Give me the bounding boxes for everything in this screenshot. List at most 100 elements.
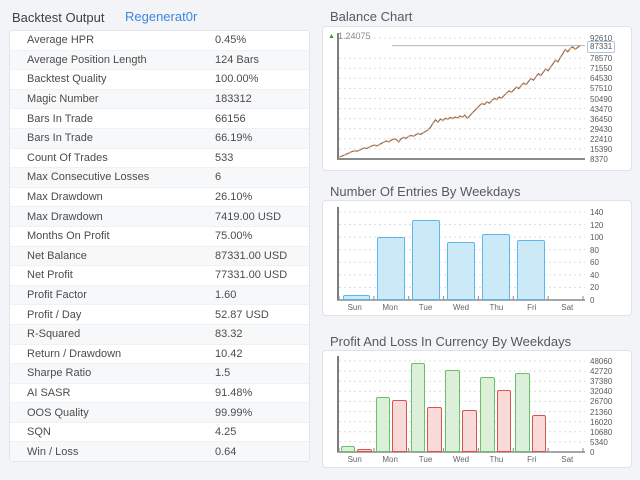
bar-sun-loss <box>357 448 372 452</box>
row-value: 66.19% <box>215 132 253 145</box>
x-axis-label: Mon <box>382 303 398 312</box>
row-label: AI SASR <box>27 386 71 399</box>
table-row: Months On Profit 75.00% <box>10 226 309 247</box>
indicator-value: 1.24075 <box>337 31 371 41</box>
bar-fri-profit <box>515 372 530 452</box>
row-value: 0.45% <box>215 34 247 47</box>
x-axis-label: Tue <box>418 455 433 464</box>
y-axis-label: 50490 <box>590 94 613 104</box>
table-row: Backtest Quality 100.00% <box>10 70 309 90</box>
up-triangle-icon: ▲ <box>328 32 335 40</box>
y-axis-label: 36450 <box>590 114 613 124</box>
balance-chart-plot <box>337 33 585 162</box>
y-axis-label: 37380 <box>590 377 613 387</box>
bar-mon-profit <box>375 396 391 452</box>
row-label: Bars In Trade <box>27 132 94 145</box>
y-axis-label: 140 <box>590 208 604 217</box>
y-axis-label: 80 <box>590 245 599 255</box>
row-label: Max Consecutive Losses <box>27 171 150 184</box>
y-axis-label: 42720 <box>590 367 613 377</box>
row-value: 83.32 <box>215 328 243 341</box>
row-value: 52.87 USD <box>215 308 269 321</box>
row-value: 1.5 <box>215 367 231 380</box>
row-label: Return / Drawdown <box>27 347 122 360</box>
bar-sun <box>342 295 371 300</box>
table-row: SQN 4.25 <box>10 422 309 443</box>
backtest-output-title: Backtest Output <box>12 10 105 25</box>
y-axis-label: 22410 <box>590 134 613 144</box>
y-axis-label: 32040 <box>590 387 613 397</box>
row-label: Bars In Trade <box>27 112 94 125</box>
y-axis-label: 15390 <box>590 144 613 154</box>
y-axis-label: 57510 <box>590 84 613 94</box>
table-row: Profit / Day 52.87 USD <box>10 305 309 325</box>
row-value: 124 Bars <box>215 53 260 66</box>
row-value: 87331.00 USD <box>215 249 288 262</box>
table-row: Count Of Trades 533 <box>10 148 309 169</box>
y-axis-label: 5340 <box>590 437 608 447</box>
y-axis-label: 48060 <box>590 357 613 366</box>
x-axis-label: Tue <box>418 303 433 312</box>
bar-tue <box>412 219 441 300</box>
pnl-chart-plot <box>337 356 585 453</box>
table-row: Max Consecutive Losses 6 <box>10 168 309 188</box>
table-row: Bars In Trade 66156 <box>10 109 309 129</box>
row-value: 99.99% <box>215 406 253 419</box>
row-value: 10.42 <box>215 347 243 360</box>
y-axis-label: 43470 <box>590 104 613 114</box>
row-value: 4.25 <box>215 426 237 439</box>
backtest-table: Average HPR 0.45% Average Position Length 1… <box>9 30 310 462</box>
row-label: Magic Number <box>27 93 99 106</box>
table-row: R-Squared 83.32 <box>10 324 309 345</box>
x-axis-label: Sat <box>561 303 574 312</box>
balance-indicator: ▲ 1.24075 <box>328 31 370 41</box>
x-axis-label: Thu <box>489 303 504 312</box>
y-axis-label: 21360 <box>590 407 613 417</box>
balance-chart-panel: 8370 15390 22410 29430 36450 43470 50490 57510 6… <box>322 26 632 171</box>
pnl-chart-yaxis: 0 5340 10680 16020 21360 26700 32040 37380 42720… <box>586 356 628 457</box>
x-axis-label: Sun <box>347 303 362 312</box>
table-row: AI SASR 91.48% <box>10 383 309 404</box>
row-label: Win / Loss <box>27 445 79 458</box>
bar-wed-profit <box>445 369 460 452</box>
entries-chart-xaxis: Sun Mon Tue Wed Thu Fri Sat <box>337 303 585 313</box>
balance-line-svg <box>337 33 585 160</box>
row-value: 7419.00 USD <box>215 210 282 223</box>
row-value: 183312 <box>215 93 252 106</box>
y-axis-label: 64530 <box>590 74 613 84</box>
bar-sun-profit <box>340 445 356 452</box>
y-axis-label: 16020 <box>590 417 613 427</box>
row-value: 91.48% <box>215 386 253 399</box>
table-row: Average Position Length 124 Bars <box>10 50 309 71</box>
row-label: Max Drawdown <box>27 191 103 204</box>
x-axis-label: Sun <box>347 455 362 464</box>
entries-chart-plot <box>337 207 585 301</box>
strategy-name-link[interactable]: Regenerat0r <box>125 9 198 24</box>
y-axis-label: 40 <box>590 270 599 280</box>
bar-thu-loss <box>496 390 512 452</box>
table-row: Win / Loss 0.64 <box>10 442 309 461</box>
bar-wed-loss <box>462 410 477 452</box>
bar-wed <box>447 241 475 300</box>
bar-thu <box>481 234 510 300</box>
y-axis-label: 0 <box>590 448 595 457</box>
bar-tue-loss <box>427 406 442 452</box>
bar-mon-loss <box>392 400 407 452</box>
x-axis-label: Mon <box>382 455 398 464</box>
entries-chart-yaxis: 0 20 40 60 80 100 120 140 <box>586 207 628 305</box>
row-label: SQN <box>27 426 51 439</box>
row-value: 100.00% <box>215 73 259 86</box>
y-axis-label: 100 <box>590 233 604 243</box>
pnl-chart-title: Profit And Loss In Currency By Weekdays <box>330 334 572 349</box>
row-value: 26.10% <box>215 191 253 204</box>
row-label: Average Position Length <box>27 53 147 66</box>
row-label: OOS Quality <box>27 406 89 419</box>
bar-fri-loss <box>531 414 547 452</box>
bar-mon <box>377 237 406 300</box>
row-label: Count Of Trades <box>27 151 108 164</box>
y-axis-label: 60 <box>590 258 599 268</box>
y-axis-label: 71550 <box>590 64 613 74</box>
row-label: Net Profit <box>27 269 73 282</box>
y-axis-label: 29430 <box>590 124 613 134</box>
y-axis-label: 20 <box>590 283 599 293</box>
